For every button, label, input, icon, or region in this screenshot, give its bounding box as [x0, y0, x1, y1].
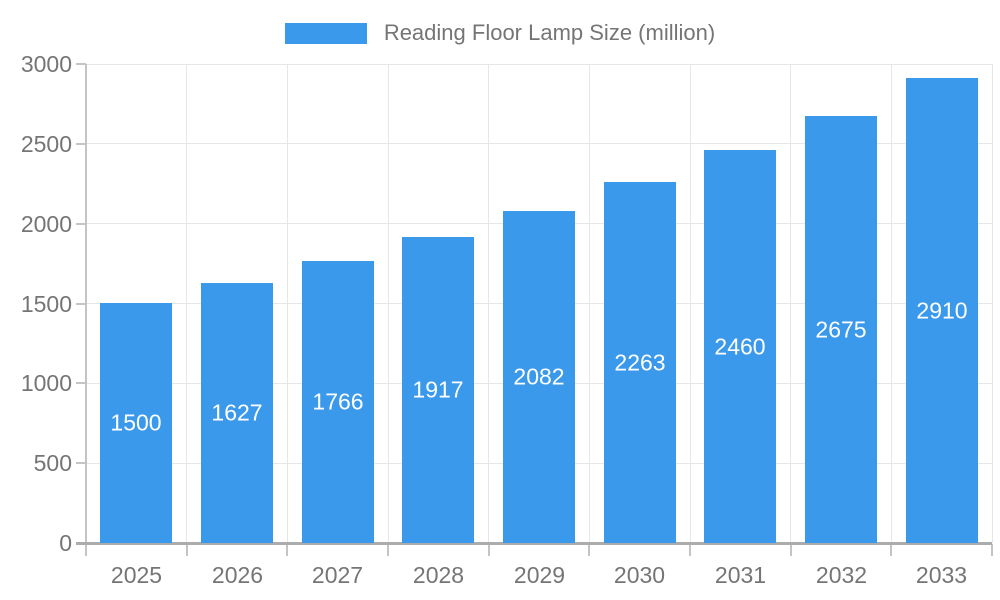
v-gridline: [991, 64, 993, 543]
x-tick-label: 2030: [613, 562, 666, 588]
legend-item[interactable]: Reading Floor Lamp Size (million): [0, 18, 1000, 48]
x-tick-label: 2028: [412, 562, 465, 588]
y-axis-tick: [76, 382, 86, 385]
y-axis-tick: [76, 63, 86, 65]
bar[interactable]: 1917: [402, 237, 474, 543]
bar-value-label: 2263: [614, 349, 666, 375]
v-gridline: [588, 64, 590, 543]
x-axis-tick: [487, 544, 490, 556]
x-tick-label: 2029: [513, 562, 566, 588]
v-gridline: [790, 64, 792, 543]
y-tick-label: 500: [33, 450, 72, 477]
y-axis-tick: [76, 302, 86, 305]
legend-label: Reading Floor Lamp Size (million): [383, 20, 716, 45]
h-gridline: [86, 63, 992, 65]
x-axis-tick: [387, 544, 389, 556]
v-gridline: [286, 64, 288, 543]
y-axis-tick: [76, 222, 86, 225]
bar-value-label: 1500: [110, 409, 162, 436]
bar[interactable]: 2675: [805, 116, 877, 543]
v-gridline: [890, 64, 892, 543]
y-tick-label: 1500: [20, 290, 72, 317]
bar-value-label: 1627: [211, 399, 263, 426]
y-tick-label: 2500: [20, 130, 72, 157]
bar-value-label: 2910: [916, 297, 968, 323]
bar[interactable]: 2460: [704, 150, 776, 543]
bar[interactable]: 2082: [503, 211, 575, 543]
bar[interactable]: 1627: [201, 283, 273, 543]
bar-value-label: 2675: [815, 316, 867, 342]
v-gridline: [488, 64, 490, 543]
h-gridline: [86, 143, 992, 145]
bar-value-label: 2460: [714, 333, 766, 359]
x-axis-tick: [185, 544, 188, 556]
bar[interactable]: 1766: [302, 261, 374, 543]
bar[interactable]: 2910: [906, 78, 978, 543]
v-gridline: [387, 64, 389, 543]
legend-swatch: [284, 22, 367, 44]
bar[interactable]: 2263: [604, 182, 676, 543]
x-axis-tick: [789, 544, 792, 556]
y-tick-label: 3000: [20, 51, 72, 77]
x-axis-tick: [286, 544, 289, 556]
x-tick-label: 2025: [110, 562, 163, 588]
x-axis-tick: [588, 544, 591, 556]
bar[interactable]: 1500: [100, 303, 172, 543]
x-tick-label: 2027: [311, 562, 364, 588]
y-axis-tick: [76, 462, 86, 465]
y-axis-tick: [76, 142, 86, 145]
bar-value-label: 1917: [412, 376, 464, 403]
x-tick-label: 2033: [915, 562, 968, 588]
x-axis-tick: [689, 544, 691, 556]
y-tick-label: 2000: [20, 210, 72, 237]
x-axis-tick: [85, 544, 87, 556]
x-tick-label: 2026: [211, 562, 264, 588]
x-axis-tick: [890, 544, 893, 556]
bar-value-label: 1766: [312, 388, 364, 415]
x-tick-label: 2032: [815, 562, 868, 588]
y-tick-label: 0: [59, 530, 72, 556]
v-gridline: [689, 64, 691, 543]
x-axis-tick: [991, 544, 993, 556]
y-tick-label: 1000: [20, 370, 72, 397]
x-axis-line: [76, 542, 992, 545]
plot-area: 1500 1627 1766 1917 2082 2263 2460 2675 2910: [76, 63, 993, 556]
y-axis-line: [85, 64, 87, 543]
bar-value-label: 2082: [513, 363, 565, 390]
v-gridline: [186, 64, 188, 543]
x-tick-label: 2031: [714, 562, 767, 588]
